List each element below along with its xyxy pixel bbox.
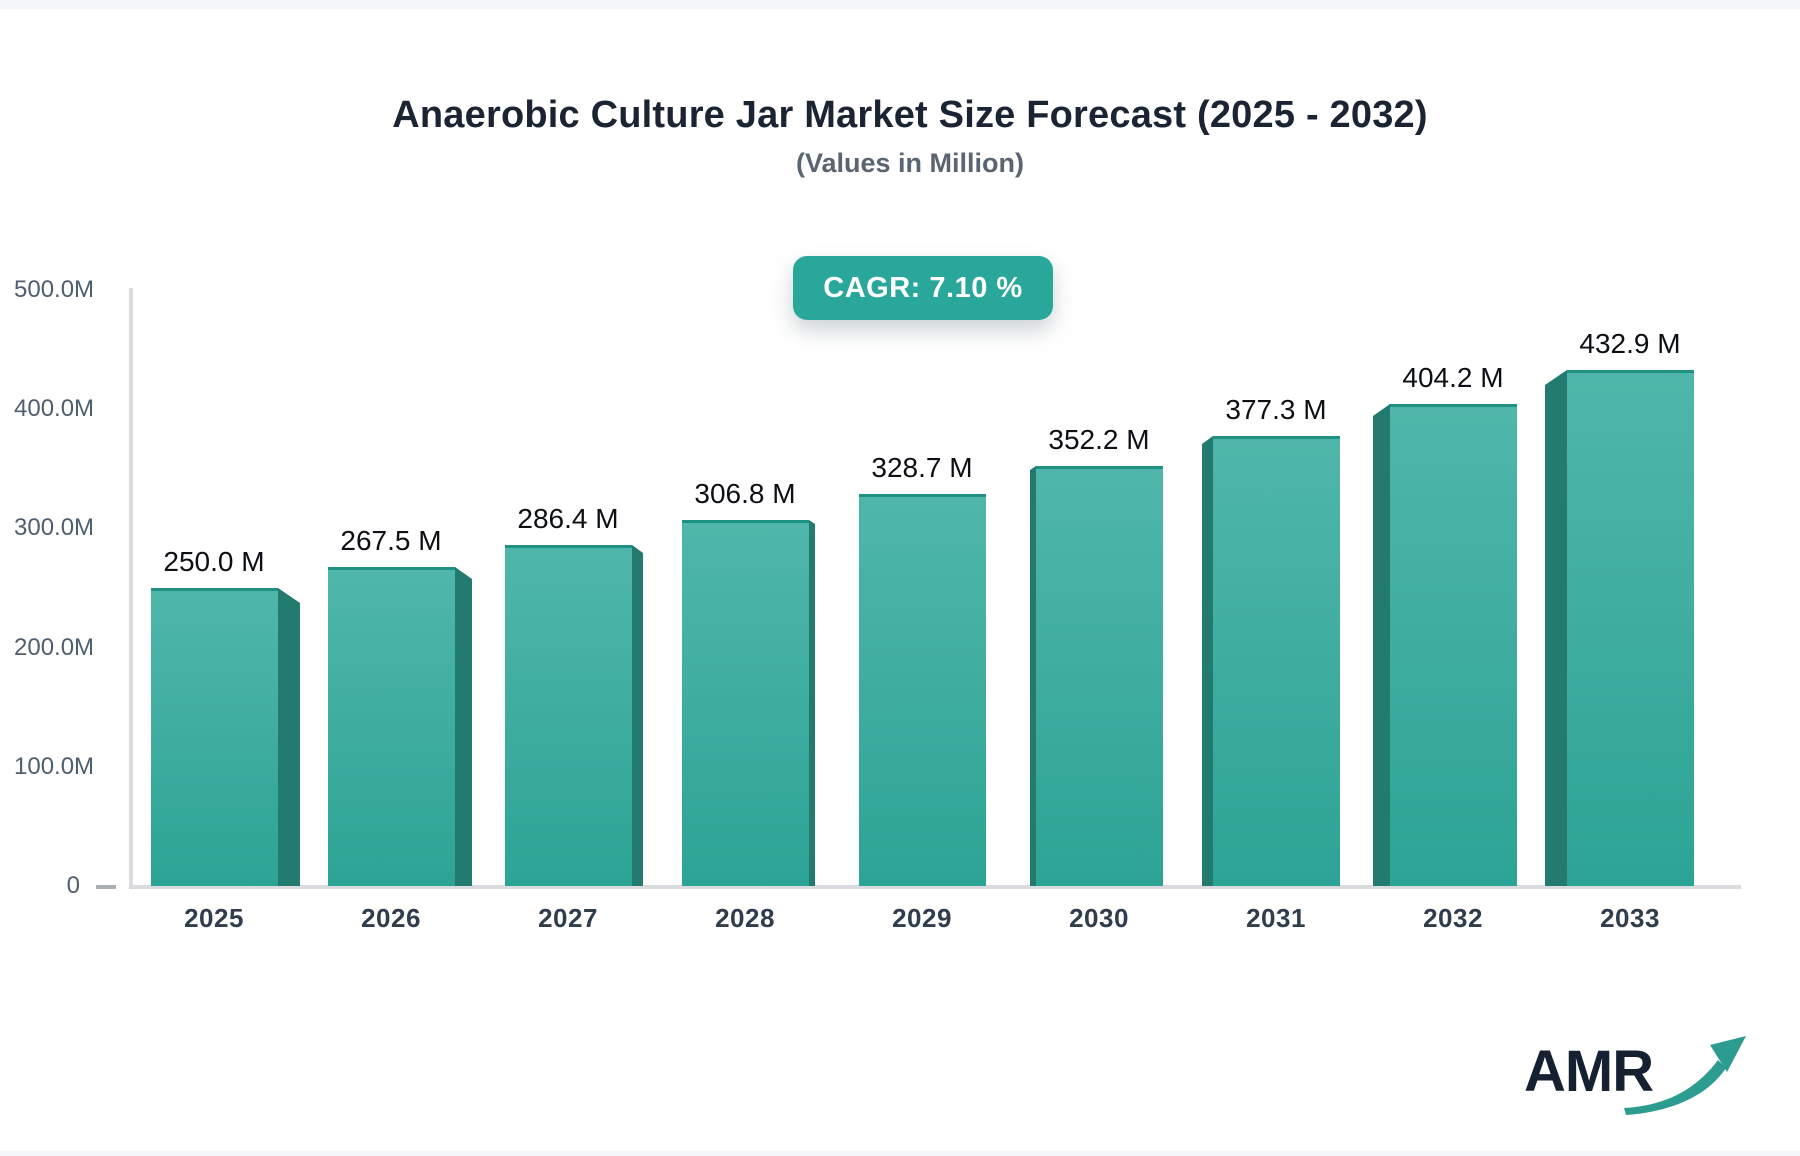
zero-tick-mark	[96, 885, 116, 889]
cagr-badge: CAGR: 7.10 %	[793, 256, 1053, 320]
bar-2032	[1390, 404, 1517, 886]
cagr-badge-label: CAGR: 7.10 %	[823, 271, 1023, 304]
bar-2025	[151, 588, 278, 886]
x-tick-label: 2025	[184, 903, 244, 933]
x-axis-line	[129, 885, 1741, 889]
amr-logo: AMR	[1524, 1030, 1746, 1120]
bar-2030	[1036, 466, 1163, 886]
y-tick-label: 500.0M	[14, 276, 95, 303]
bar-value-label: 328.7 M	[871, 452, 973, 483]
y-tick-label: 300.0M	[14, 514, 95, 542]
top-edge-strip	[0, 0, 1800, 9]
y-tick-label: 100.0M	[14, 752, 95, 780]
x-tick-label: 2026	[361, 903, 421, 933]
x-tick-label: 2029	[892, 903, 952, 933]
chart-title: Anaerobic Culture Jar Market Size Foreca…	[392, 94, 1428, 136]
x-tick-label: 2027	[538, 903, 598, 933]
bar-side-face	[1373, 404, 1390, 886]
bar-2033	[1567, 370, 1694, 886]
bar-value-label: 250.0 M	[163, 546, 265, 577]
bar-value-label: 352.2 M	[1048, 424, 1150, 455]
bar-2027	[505, 545, 632, 886]
y-tick-label: 400.0M	[14, 395, 95, 423]
bar-value-label: 432.9 M	[1579, 328, 1681, 359]
bar-side-face	[809, 520, 815, 886]
y-axis-line	[129, 288, 133, 886]
bar-value-label: 404.2 M	[1402, 362, 1504, 393]
x-tick-label: 2030	[1069, 903, 1129, 933]
bottom-edge-strip	[0, 1151, 1800, 1156]
bar-value-label: 306.8 M	[694, 478, 796, 509]
chart-subtitle: (Values in Million)	[795, 148, 1025, 178]
x-tick-label: 2028	[715, 903, 775, 933]
bar-2026	[328, 567, 455, 886]
bar-value-label: 286.4 M	[517, 503, 619, 534]
x-tick-label: 2031	[1246, 903, 1306, 933]
bar-value-label: 267.5 M	[340, 525, 442, 556]
bar-2029	[859, 494, 986, 886]
bar-side-face	[278, 588, 300, 886]
x-tick-label: 2032	[1423, 903, 1483, 933]
bar-value-label: 377.3 M	[1225, 394, 1327, 425]
amr-logo-text: AMR	[1524, 1039, 1654, 1104]
y-tick-label: 0	[66, 872, 80, 899]
bar-2031	[1213, 436, 1340, 886]
y-tick-label: 200.0M	[14, 633, 95, 661]
x-tick-label: 2033	[1600, 903, 1660, 933]
growth-arrow-icon	[1624, 1036, 1746, 1115]
bar-side-face	[1030, 466, 1036, 886]
bar-side-face	[1202, 436, 1213, 886]
bar-2028	[682, 520, 809, 886]
bar-side-face	[455, 567, 472, 886]
bar-side-face	[1545, 370, 1567, 886]
bar-side-face	[632, 545, 643, 886]
